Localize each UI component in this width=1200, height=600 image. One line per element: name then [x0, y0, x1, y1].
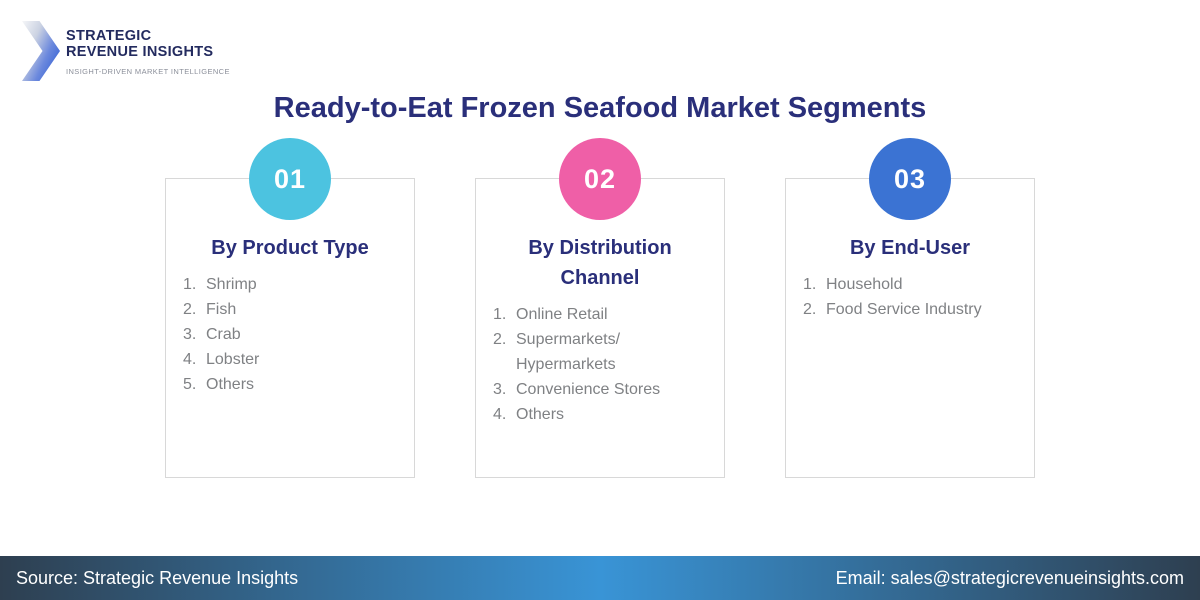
list-item: Others — [183, 372, 255, 397]
card-title: By End-User — [849, 237, 971, 259]
card-distribution-channel: 02 By Distribution Channel Online Retail… — [475, 138, 725, 478]
segment-cards: 01 By Product Type Shrimp Fish Crab Lobster… — [0, 138, 1200, 478]
list-item: Convenience Stores — [493, 377, 661, 402]
list-item: Crab — [183, 322, 241, 347]
footer-email: Email: sales@strategicrevenueinsights.co… — [835, 567, 1184, 588]
list-item: Shrimp — [183, 272, 257, 297]
segment-list: Household Food Service Industry — [801, 272, 1019, 322]
badge-number-03: 03 — [869, 138, 951, 220]
card-product-type: 01 By Product Type Shrimp Fish Crab Lobster… — [165, 138, 415, 478]
segment-list: Shrimp Fish Crab Lobster Others — [181, 272, 399, 397]
card-title: By Distribution Channel — [528, 237, 672, 289]
page-title: Ready-to-Eat Frozen Seafood Market Segme… — [273, 92, 927, 124]
footer-source: Source: Strategic Revenue Insights — [16, 567, 299, 588]
brand-text: STRATEGIC REVENUE INSIGHTS INSIGHT-DRIVE… — [66, 17, 230, 76]
brand-tagline: INSIGHT-DRIVEN MARKET INTELLIGENCE — [66, 67, 230, 76]
brand-name-line2: REVENUE INSIGHTS — [66, 44, 214, 60]
segment-list: Online Retail Supermarkets/ Hypermarkets C… — [491, 302, 709, 427]
list-item: Lobster — [183, 347, 260, 372]
card-end-user: 03 By End-User Household Food Service Ind… — [785, 138, 1035, 478]
list-item: Food Service Industry — [803, 297, 982, 322]
list-item: Fish — [183, 297, 237, 322]
card-title: By Product Type — [211, 237, 369, 259]
list-item: Others — [493, 402, 565, 427]
badge-number-02: 02 — [559, 138, 641, 220]
badge-number-01: 01 — [249, 138, 331, 220]
brand-name: STRATEGIC REVENUE INSIGHTS — [66, 28, 230, 60]
footer-bar: Source: Strategic Revenue Insights Email… — [0, 556, 1200, 600]
brand-name-line1: STRATEGIC — [66, 28, 152, 44]
list-item: Supermarkets/ Hypermarkets — [493, 327, 621, 373]
brand-logo: STRATEGIC REVENUE INSIGHTS INSIGHT-DRIVE… — [22, 17, 230, 81]
chevron-right-icon — [22, 21, 60, 81]
list-item: Online Retail — [493, 302, 608, 327]
list-item: Household — [803, 272, 903, 297]
